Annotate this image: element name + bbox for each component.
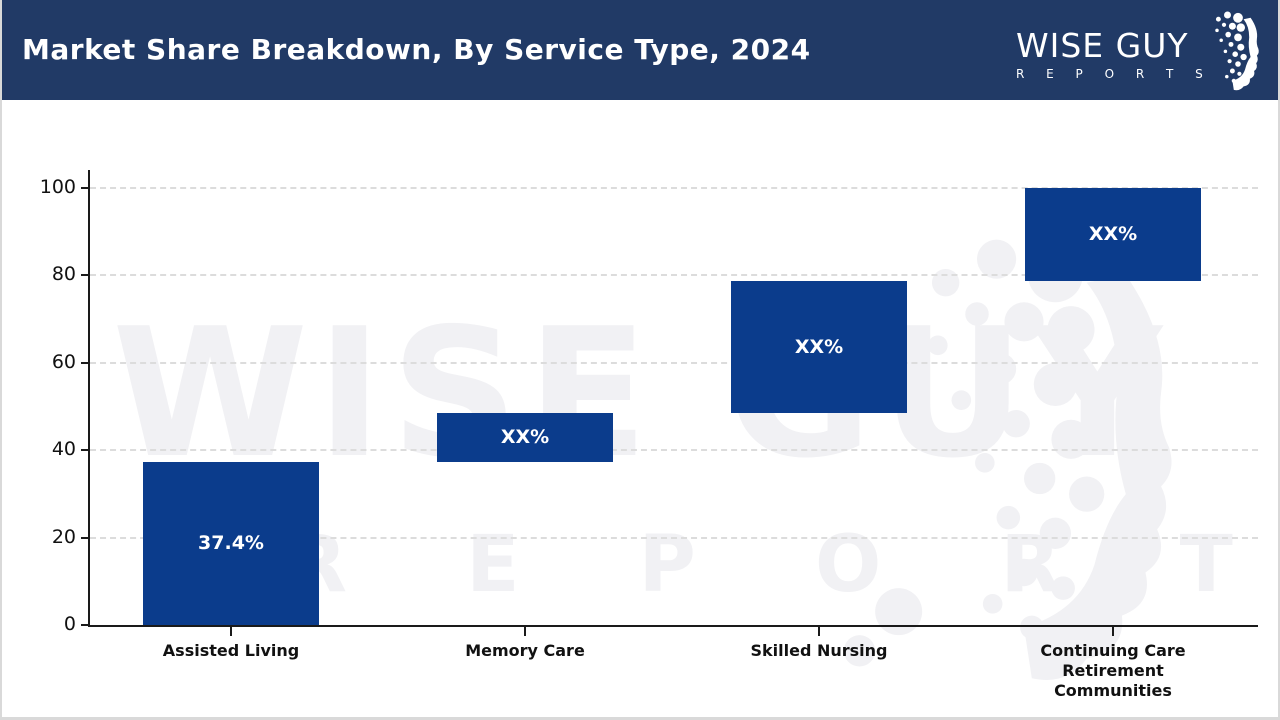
x-axis-line (88, 625, 1258, 627)
x-tick-mark (230, 627, 232, 636)
watermark-reports-text: R E P O R T S (287, 520, 1279, 610)
bar-skilled-nursing: XX% (731, 280, 907, 413)
bar-value-label: 37.4% (198, 532, 264, 555)
y-tick-mark (81, 536, 90, 539)
x-tick-mark (1112, 627, 1114, 636)
y-tick-label: 40 (51, 438, 76, 461)
bar-memory-care: XX% (437, 412, 613, 462)
bar-continuing-care-retirement-communities: XX% (1025, 188, 1201, 281)
y-gridline (90, 536, 1258, 539)
x-category-label: Memory Care (465, 641, 585, 660)
y-tick-mark (81, 187, 90, 189)
y-tick-label: 60 (51, 350, 76, 373)
x-tick-mark (818, 627, 820, 636)
y-tick-label: 80 (51, 263, 76, 286)
y-tick-label: 20 (51, 525, 76, 548)
page-title: Market Share Breakdown, By Service Type,… (22, 33, 811, 66)
x-category-label: Continuing Care Retirement Communities (1040, 641, 1186, 700)
y-tick-mark (81, 624, 90, 626)
chart-canvas: WISE GUY R E P O R T S 02040608010037.4%… (2, 100, 1279, 717)
bar-value-label: XX% (1088, 223, 1138, 246)
x-category-label: Skilled Nursing (750, 641, 888, 660)
wise-guy-logo: WISE GUY R E P O R T S (1016, 8, 1266, 92)
logo-reports-text: R E P O R T S (1016, 67, 1212, 81)
y-tick-label: 100 (39, 176, 76, 198)
y-tick-mark (81, 361, 90, 364)
bar-value-label: XX% (500, 426, 550, 449)
header-bar: Market Share Breakdown, By Service Type,… (2, 0, 1278, 100)
logo-head-icon (1215, 11, 1259, 91)
x-tick-mark (524, 627, 526, 636)
logo-brand-text: WISE GUY (1016, 26, 1189, 65)
y-tick-mark (81, 449, 90, 452)
y-gridline (90, 361, 1258, 364)
bar-assisted-living: 37.4% (143, 461, 319, 625)
bar-value-label: XX% (794, 335, 844, 358)
y-tick-mark (81, 274, 90, 277)
logo-wordmark: WISE GUY R E P O R T S (1016, 26, 1212, 81)
y-tick-label: 0 (63, 613, 76, 635)
y-gridline (90, 449, 1258, 452)
y-gridline (90, 187, 1258, 189)
y-gridline (90, 274, 1258, 277)
x-category-label: Assisted Living (162, 641, 300, 660)
y-axis-line (88, 170, 90, 627)
